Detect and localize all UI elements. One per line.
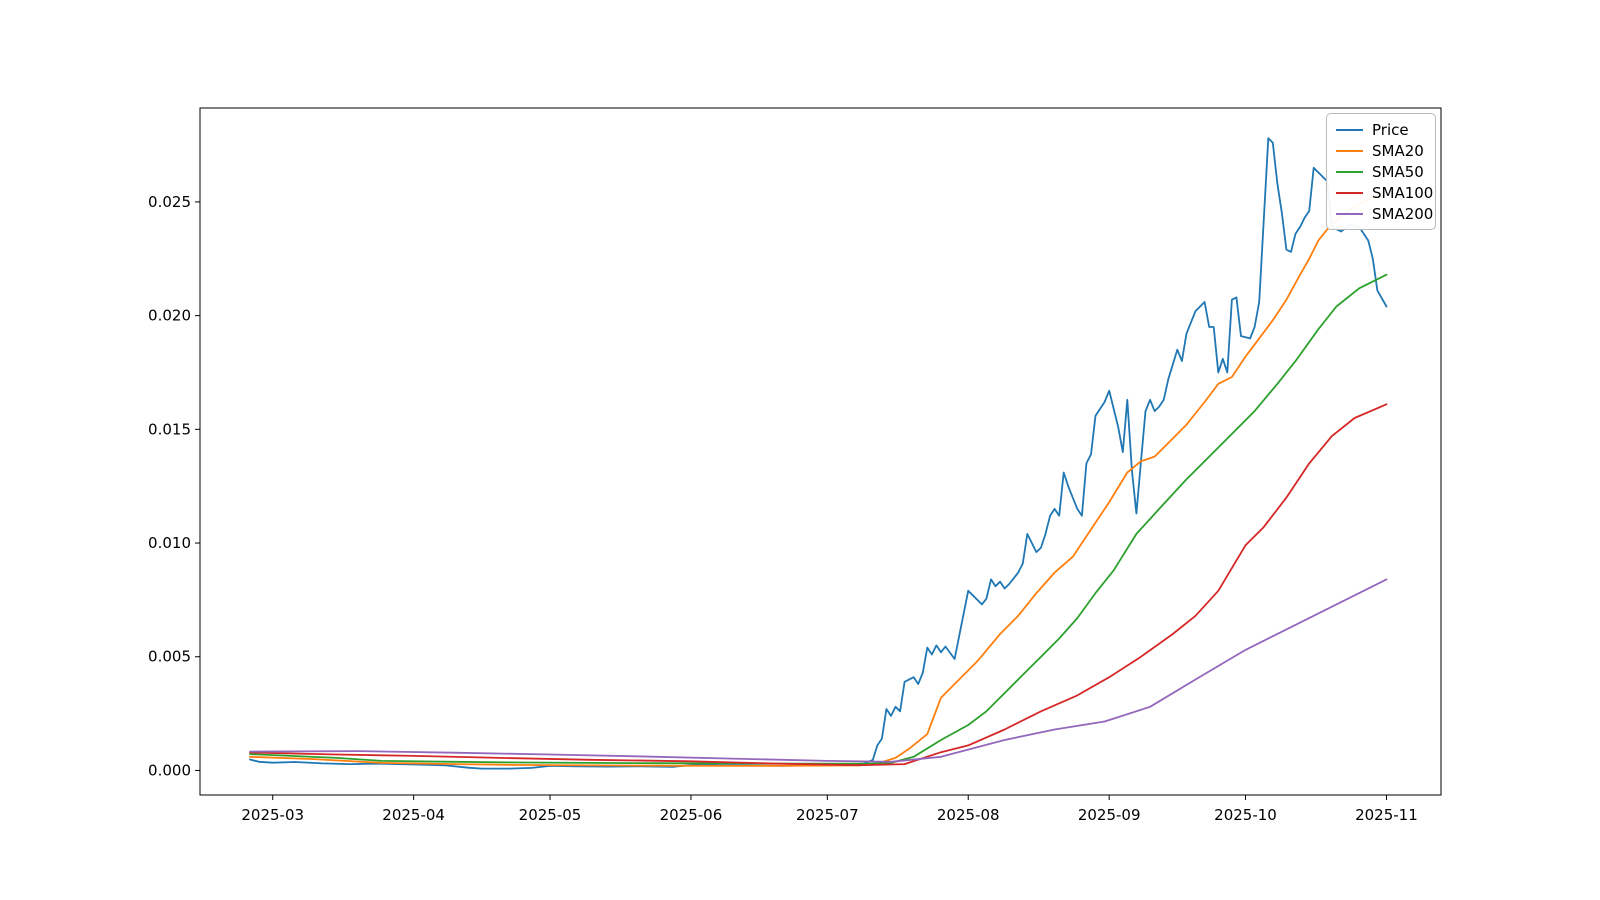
legend-label: Price (1372, 120, 1409, 139)
x-tick-label: 2025-04 (382, 806, 445, 824)
legend-line-sample-sma100 (1336, 191, 1363, 194)
series-line-sma100 (249, 403, 1388, 767)
legend-label: SMA50 (1372, 162, 1424, 181)
y-tick-label: 0.010 (148, 534, 191, 552)
legend-line-sample-sma50 (1336, 170, 1363, 173)
legend-label: SMA20 (1372, 141, 1424, 160)
legend-label: SMA200 (1372, 204, 1434, 223)
x-tick-label: 2025-03 (241, 806, 304, 824)
y-tick-label: 0.015 (148, 420, 191, 438)
legend-line-sample-sma20 (1336, 149, 1363, 152)
legend-item-sma50: SMA50 (1336, 162, 1427, 181)
y-tick-label: 0.020 (148, 307, 191, 325)
series-line-sma20 (249, 189, 1388, 767)
legend-line-sample-price (1336, 128, 1363, 131)
x-tick-label: 2025-09 (1078, 806, 1141, 824)
x-tick-label: 2025-11 (1355, 806, 1418, 824)
y-tick-label: 0.005 (148, 648, 191, 666)
series-group (249, 137, 1388, 770)
legend-box: Price SMA20 SMA50 SMA100 SMA200 (1326, 113, 1436, 230)
legend-item-sma100: SMA100 (1336, 183, 1433, 202)
y-axis: 0.000 0.005 0.010 0.015 0.020 0.025 (148, 193, 200, 779)
y-tick-label: 0.000 (148, 761, 191, 779)
x-tick-label: 2025-05 (519, 806, 582, 824)
series-line-sma50 (249, 273, 1388, 765)
legend-item-price: Price (1336, 120, 1427, 139)
x-tick-label: 2025-06 (660, 806, 723, 824)
legend-label: SMA100 (1372, 183, 1434, 202)
x-tick-label: 2025-07 (796, 806, 859, 824)
x-axis: 2025-03 2025-04 2025-05 2025-06 2025-07 2025-… (241, 795, 1418, 824)
legend-item-sma20: SMA20 (1336, 141, 1427, 160)
plot-border (199, 107, 1442, 796)
series-line-sma200 (249, 578, 1388, 763)
series-line-price (249, 137, 1388, 770)
x-tick-label: 2025-08 (937, 806, 1000, 824)
y-tick-label: 0.025 (148, 193, 191, 211)
x-tick-label: 2025-10 (1214, 806, 1277, 824)
legend-line-sample-sma200 (1336, 212, 1363, 215)
legend-item-sma200: SMA200 (1336, 204, 1433, 223)
